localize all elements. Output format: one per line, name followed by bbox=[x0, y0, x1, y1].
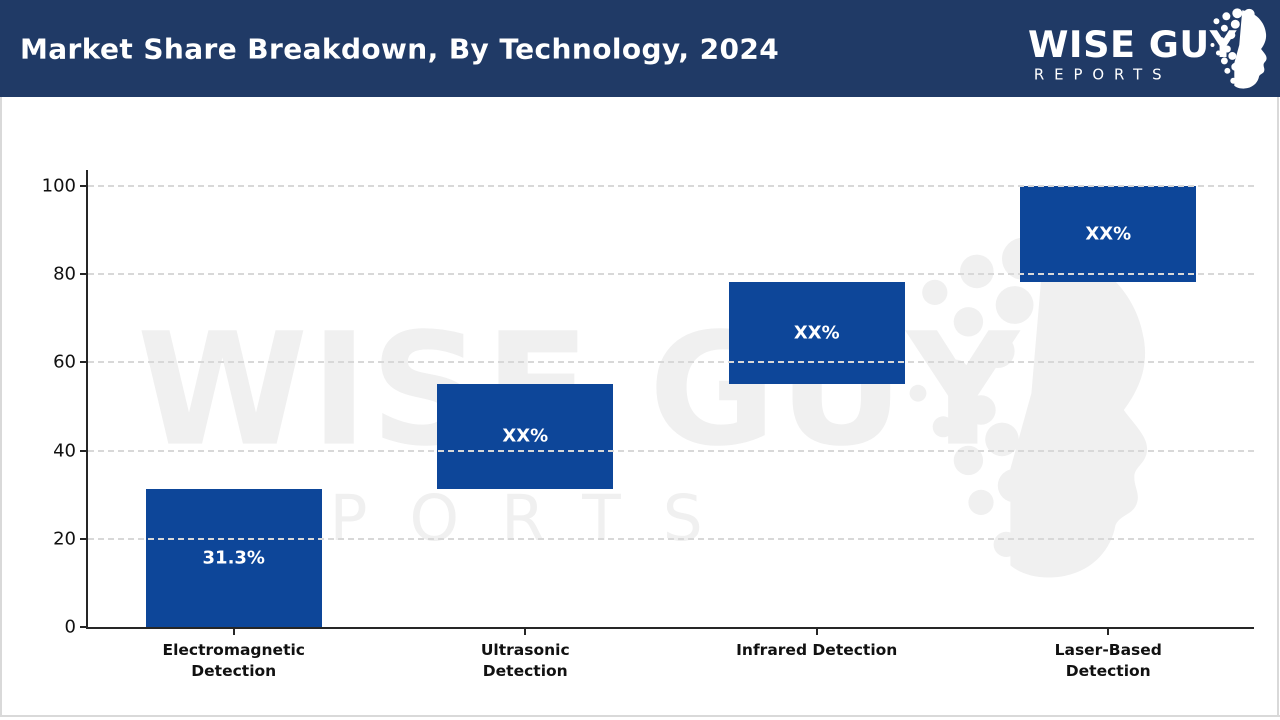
x-category-label-line: Electromagnetic bbox=[162, 641, 305, 659]
bar-segment bbox=[1020, 186, 1197, 283]
chart-title: Market Share Breakdown, By Technology, 2… bbox=[20, 32, 780, 65]
bar-segment bbox=[145, 488, 322, 627]
y-tick-mark bbox=[80, 626, 88, 628]
x-axis-spine bbox=[86, 627, 1254, 629]
x-tick-mark bbox=[815, 627, 818, 635]
y-tick-label: 0 bbox=[64, 616, 76, 638]
bar-value-label: 31.3% bbox=[202, 547, 265, 569]
x-category-label-line: Ultrasonic bbox=[480, 641, 570, 659]
bar-value-label: XX% bbox=[502, 425, 549, 447]
y-tick-label: 80 bbox=[53, 263, 76, 285]
x-category-label-line: Detection bbox=[482, 662, 568, 680]
x-tick-mark bbox=[1107, 627, 1110, 635]
y-tick-mark bbox=[80, 273, 88, 276]
x-category-label: Laser-Based Detection bbox=[958, 640, 1258, 682]
x-category-label-line: Detection bbox=[191, 662, 277, 680]
wise-guy-logo: WISE GUY REPORTS bbox=[1028, 8, 1267, 89]
grid-line bbox=[88, 361, 1254, 364]
header-bar: Market Share Breakdown, By Technology, 2… bbox=[0, 0, 1280, 97]
grid-line bbox=[88, 537, 1254, 540]
grid-line bbox=[88, 185, 1254, 187]
y-tick-mark bbox=[80, 185, 88, 187]
y-tick-mark bbox=[80, 361, 88, 364]
x-category-label: Ultrasonic Detection bbox=[375, 640, 675, 682]
bar-segment bbox=[728, 282, 905, 384]
frame-border-right bbox=[1277, 97, 1279, 717]
bar-value-label: XX% bbox=[1085, 223, 1132, 245]
y-tick-label: 60 bbox=[53, 351, 76, 373]
y-tick-mark bbox=[80, 537, 88, 540]
y-tick-label: 40 bbox=[53, 440, 76, 462]
x-category-label: Electromagnetic Detection bbox=[84, 640, 384, 682]
grid-line bbox=[88, 449, 1254, 452]
y-tick-label: 100 bbox=[41, 175, 76, 197]
y-tick-mark bbox=[80, 449, 88, 452]
x-category-label-line: Laser-Based bbox=[1054, 641, 1162, 659]
x-tick-mark bbox=[232, 627, 235, 635]
y-tick-label: 20 bbox=[53, 528, 76, 550]
logo-wise-guy-text: WISE GUY bbox=[1028, 23, 1237, 66]
x-category-label: Infrared Detection bbox=[667, 640, 967, 661]
x-category-label-line: Detection bbox=[1065, 662, 1151, 680]
bar-value-label: XX% bbox=[793, 322, 840, 344]
grid-line bbox=[88, 273, 1254, 276]
y-axis-spine bbox=[86, 170, 88, 629]
x-category-label-line: Infrared Detection bbox=[736, 641, 898, 659]
frame-border-bottom bbox=[0, 715, 1280, 717]
x-tick-mark bbox=[524, 627, 527, 635]
logo-reports-text: REPORTS bbox=[1034, 66, 1172, 84]
bar-segment bbox=[437, 383, 614, 489]
frame-border-left bbox=[0, 97, 2, 717]
